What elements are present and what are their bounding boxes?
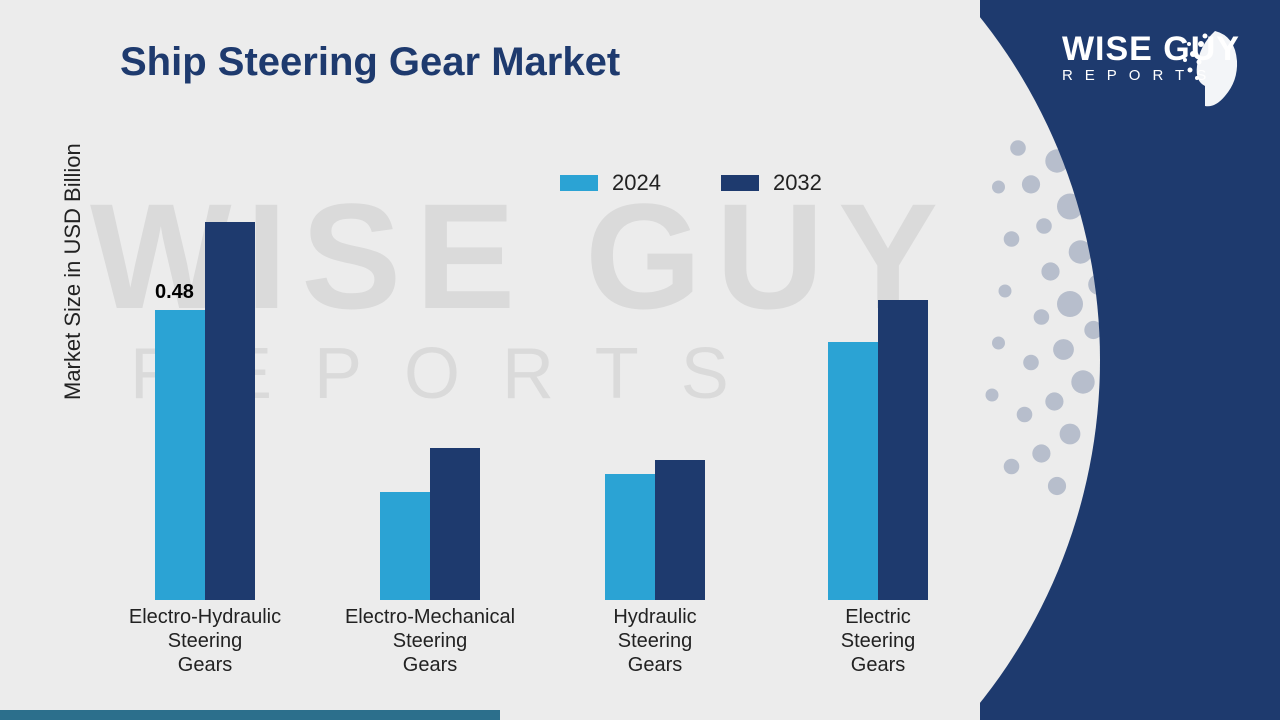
bar [878, 300, 928, 600]
x-axis-category-label: Electro-Mechanical Steering Gears [330, 605, 530, 677]
x-axis-labels: Electro-Hydraulic Steering Gears Electro-… [100, 605, 980, 705]
bar [155, 310, 205, 600]
bar [828, 342, 878, 600]
legend-swatch-2032 [721, 175, 759, 191]
bar [655, 460, 705, 600]
chart-legend: 2024 2032 [560, 170, 822, 196]
chart-plot-area: 0.48 [100, 200, 980, 600]
bar-group [380, 448, 480, 600]
bar [380, 492, 430, 600]
x-axis-category-label: Electric Steering Gears [778, 605, 978, 677]
brand-logo: WISE GUY REPORTS [1062, 30, 1240, 84]
bar-value-label: 0.48 [155, 281, 194, 304]
page-root: WISE GUY REPORTS Ship Steering Gear Mark… [0, 0, 1280, 720]
bar [205, 222, 255, 600]
bottom-accent-bar [0, 710, 500, 720]
y-axis-label: Market Size in USD Billion [60, 143, 86, 400]
x-axis-category-label: Electro-Hydraulic Steering Gears [105, 605, 305, 677]
logo-head-icon [1175, 26, 1245, 111]
legend-item-2032: 2032 [721, 170, 822, 196]
bar [605, 474, 655, 600]
legend-item-2024: 2024 [560, 170, 661, 196]
legend-label-2024: 2024 [612, 170, 661, 196]
x-axis-category-label: Hydraulic Steering Gears [555, 605, 755, 677]
chart-title: Ship Steering Gear Market [120, 40, 620, 85]
bar-group [828, 300, 928, 600]
bar-group [605, 460, 705, 600]
legend-label-2032: 2032 [773, 170, 822, 196]
bar [430, 448, 480, 600]
bar-group [155, 222, 255, 600]
legend-swatch-2024 [560, 175, 598, 191]
